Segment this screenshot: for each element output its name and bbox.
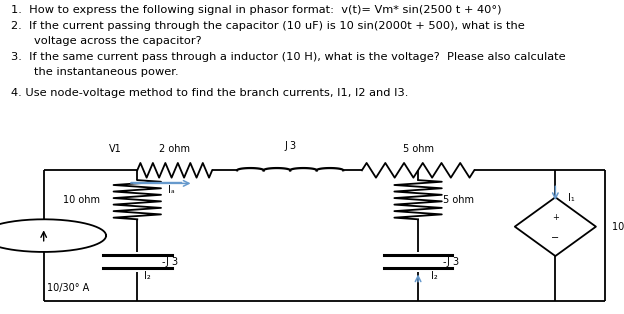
Text: 2.  If the current passing through the capacitor (10 uF) is 10 sin(2000t + 500),: 2. If the current passing through the ca… bbox=[11, 21, 525, 31]
Text: 10 I₁: 10 I₁ bbox=[612, 222, 624, 232]
Text: voltage across the capacitor?: voltage across the capacitor? bbox=[34, 36, 202, 46]
Text: 3.  If the same current pass through a inductor (10 H), what is the voltage?  Pl: 3. If the same current pass through a in… bbox=[11, 52, 566, 62]
Text: I₁: I₁ bbox=[568, 193, 575, 203]
Text: I₂: I₂ bbox=[144, 271, 150, 281]
Text: 1.  How to express the following signal in phasor format:  v(t)= Vm* sin(2500 t : 1. How to express the following signal i… bbox=[11, 5, 502, 15]
Text: 5 ohm: 5 ohm bbox=[443, 195, 474, 205]
Text: -J 3: -J 3 bbox=[162, 257, 178, 267]
Text: J 3: J 3 bbox=[284, 141, 296, 151]
Text: 2 ohm: 2 ohm bbox=[159, 144, 190, 154]
Text: the instantaneous power.: the instantaneous power. bbox=[34, 68, 179, 77]
Text: +: + bbox=[552, 213, 559, 222]
Text: I₂: I₂ bbox=[431, 271, 437, 281]
Text: −: − bbox=[551, 233, 560, 243]
Text: 10/30° A: 10/30° A bbox=[47, 283, 89, 293]
Text: V1: V1 bbox=[109, 144, 122, 154]
Text: 4. Use node-voltage method to find the branch currents, I1, I2 and I3.: 4. Use node-voltage method to find the b… bbox=[11, 88, 409, 98]
Text: 5 ohm: 5 ohm bbox=[402, 144, 434, 154]
Text: -J 3: -J 3 bbox=[443, 257, 459, 267]
Text: 10 ohm: 10 ohm bbox=[63, 195, 100, 205]
Text: Iₐ: Iₐ bbox=[168, 185, 175, 195]
